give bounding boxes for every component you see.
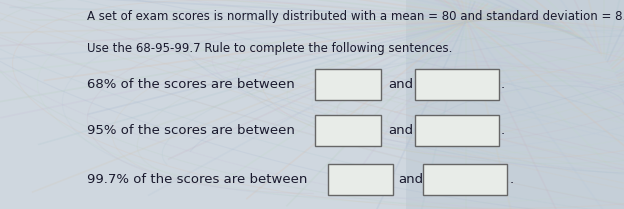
Text: and: and [398,173,423,186]
FancyBboxPatch shape [315,69,381,100]
Text: A set of exam scores is normally distributed with a mean = 80 and standard devia: A set of exam scores is normally distrib… [87,10,624,23]
FancyBboxPatch shape [423,164,507,195]
Bar [0,0,406,209]
Text: .: . [509,173,514,186]
Text: 68% of the scores are between: 68% of the scores are between [87,78,295,91]
Text: and: and [388,124,413,137]
FancyBboxPatch shape [415,69,499,100]
Text: 99.7% of the scores are between: 99.7% of the scores are between [87,173,308,186]
FancyBboxPatch shape [415,115,499,146]
Text: 95% of the scores are between: 95% of the scores are between [87,124,295,137]
Text: .: . [501,78,505,91]
FancyBboxPatch shape [328,164,393,195]
FancyBboxPatch shape [315,115,381,146]
Text: Use the 68-95-99.7 Rule to complete the following sentences.: Use the 68-95-99.7 Rule to complete the … [87,42,453,55]
Text: .: . [501,124,505,137]
Text: and: and [388,78,413,91]
